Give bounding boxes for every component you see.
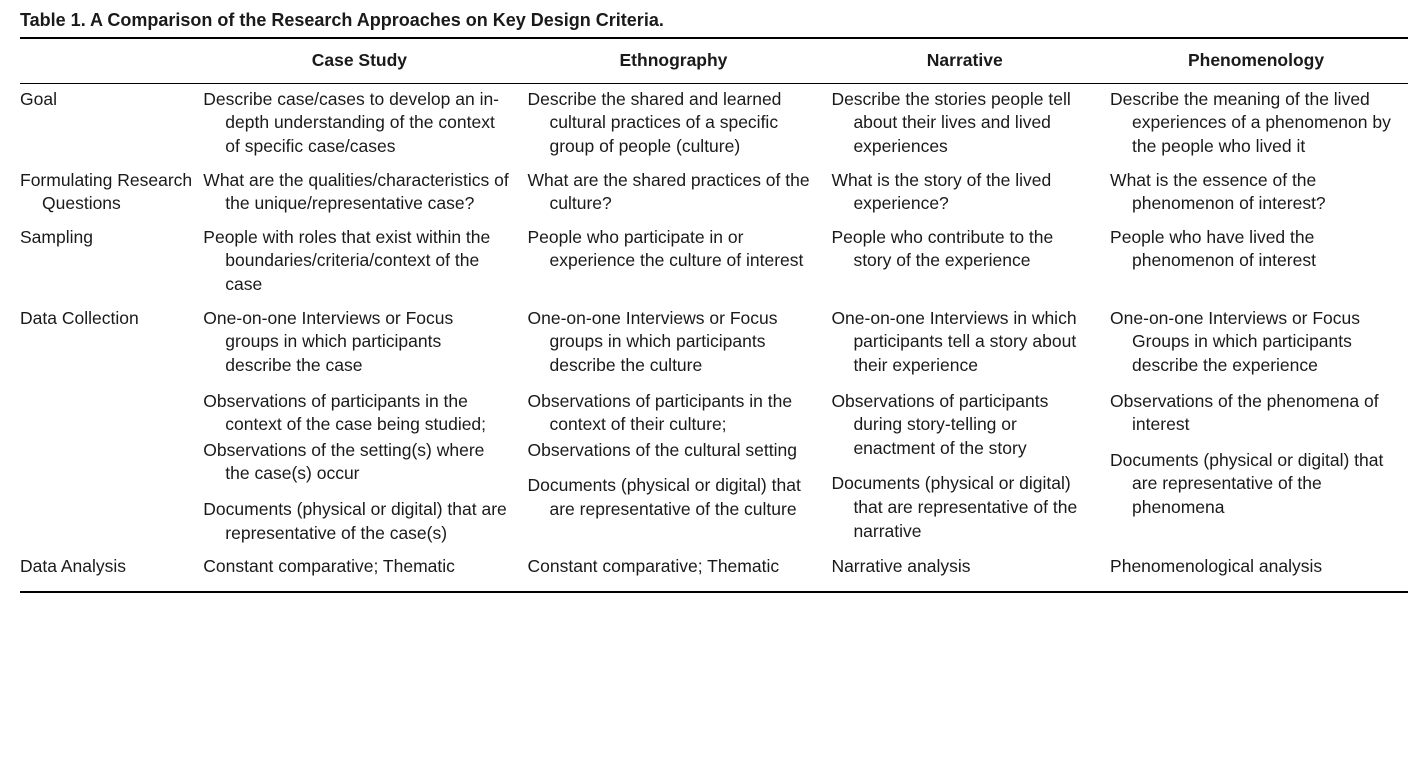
table-row: Data Collection One-on-one Interviews or … bbox=[20, 303, 1408, 552]
row-header-label: Sampling bbox=[20, 226, 193, 250]
page: Table 1. A Comparison of the Research Ap… bbox=[0, 0, 1428, 613]
table-cell: Constant comparative; Thematic bbox=[522, 551, 826, 592]
col-header-phenomenology: Phenomenology bbox=[1104, 38, 1408, 83]
cell-paragraph: Constant comparative; Thematic bbox=[203, 555, 511, 579]
header-row: Case Study Ethnography Narrative Phenome… bbox=[20, 38, 1408, 83]
row-header: Sampling bbox=[20, 222, 197, 303]
table-cell: What is the story of the lived experienc… bbox=[825, 165, 1104, 222]
table-cell: One-on-one Interviews or Focus groups in… bbox=[197, 303, 521, 552]
table-row: Goal Describe case/cases to develop an in… bbox=[20, 83, 1408, 164]
row-header-label: Data Analysis bbox=[20, 555, 193, 579]
table-cell: What are the shared practices of the cul… bbox=[522, 165, 826, 222]
table-body: Goal Describe case/cases to develop an in… bbox=[20, 83, 1408, 592]
row-header-label: Goal bbox=[20, 88, 193, 112]
table-cell: One-on-one Interviews in which participa… bbox=[825, 303, 1104, 552]
cell-paragraph: Observations of the phenomena of interes… bbox=[1110, 390, 1398, 437]
cell-paragraph: One-on-one Interviews in which participa… bbox=[831, 307, 1094, 378]
table-cell: Describe the shared and learned cultural… bbox=[522, 83, 826, 164]
cell-paragraph: People with roles that exist within the … bbox=[203, 226, 511, 297]
table-row: Sampling People with roles that exist wit… bbox=[20, 222, 1408, 303]
row-header: Data Collection bbox=[20, 303, 197, 552]
table-cell: People who participate in or experience … bbox=[522, 222, 826, 303]
table-cell: Phenomenological analysis bbox=[1104, 551, 1408, 592]
table-caption: Table 1. A Comparison of the Research Ap… bbox=[20, 10, 1408, 31]
table-cell: One-on-one Interviews or Focus groups in… bbox=[522, 303, 826, 552]
cell-paragraph: Observations of participants during stor… bbox=[831, 390, 1094, 461]
cell-paragraph: People who contribute to the story of th… bbox=[831, 226, 1094, 273]
table-cell: People who have lived the phenomenon of … bbox=[1104, 222, 1408, 303]
cell-paragraph: Describe the stories people tell about t… bbox=[831, 88, 1094, 159]
table-cell: Describe the stories people tell about t… bbox=[825, 83, 1104, 164]
cell-paragraph: Documents (physical or digital) that are… bbox=[1110, 449, 1398, 520]
row-header-label: Formulating Research Questions bbox=[20, 169, 193, 216]
cell-paragraph: What is the essence of the phenomenon of… bbox=[1110, 169, 1398, 216]
cell-paragraph: Observations of the setting(s) where the… bbox=[203, 439, 511, 486]
cell-paragraph: Observations of the cultural setting bbox=[528, 439, 816, 463]
cell-paragraph: Documents (physical or digital) that are… bbox=[831, 472, 1094, 543]
table-row: Formulating Research QuestionsWhat are t… bbox=[20, 165, 1408, 222]
cell-paragraph: One-on-one Interviews or Focus Groups in… bbox=[1110, 307, 1398, 378]
row-header: Data Analysis bbox=[20, 551, 197, 592]
cell-paragraph: What are the qualities/characteristics o… bbox=[203, 169, 511, 216]
cell-paragraph: What is the story of the lived experienc… bbox=[831, 169, 1094, 216]
cell-paragraph: Constant comparative; Thematic bbox=[528, 555, 816, 579]
cell-paragraph: People who participate in or experience … bbox=[528, 226, 816, 273]
table-cell: People who contribute to the story of th… bbox=[825, 222, 1104, 303]
table-cell: What is the essence of the phenomenon of… bbox=[1104, 165, 1408, 222]
table-cell: One-on-one Interviews or Focus Groups in… bbox=[1104, 303, 1408, 552]
table-cell: Constant comparative; Thematic bbox=[197, 551, 521, 592]
cell-paragraph: Describe the meaning of the lived experi… bbox=[1110, 88, 1398, 159]
table-cell: Describe the meaning of the lived experi… bbox=[1104, 83, 1408, 164]
table-cell: What are the qualities/characteristics o… bbox=[197, 165, 521, 222]
col-header-case-study: Case Study bbox=[197, 38, 521, 83]
row-header: Goal bbox=[20, 83, 197, 164]
col-header-ethnography: Ethnography bbox=[522, 38, 826, 83]
row-header-label: Data Collection bbox=[20, 307, 193, 331]
cell-paragraph: Observations of participants in the cont… bbox=[203, 390, 511, 437]
cell-paragraph: Describe case/cases to develop an in-dep… bbox=[203, 88, 511, 159]
table-cell: Narrative analysis bbox=[825, 551, 1104, 592]
cell-paragraph: One-on-one Interviews or Focus groups in… bbox=[528, 307, 816, 378]
cell-paragraph: People who have lived the phenomenon of … bbox=[1110, 226, 1398, 273]
cell-paragraph: Narrative analysis bbox=[831, 555, 1094, 579]
header-empty bbox=[20, 38, 197, 83]
cell-paragraph: What are the shared practices of the cul… bbox=[528, 169, 816, 216]
cell-paragraph: Phenomenological analysis bbox=[1110, 555, 1398, 579]
col-header-narrative: Narrative bbox=[825, 38, 1104, 83]
cell-paragraph: Documents (physical or digital) that are… bbox=[203, 498, 511, 545]
cell-paragraph: Observations of participants in the cont… bbox=[528, 390, 816, 437]
table-cell: People with roles that exist within the … bbox=[197, 222, 521, 303]
row-header: Formulating Research Questions bbox=[20, 165, 197, 222]
cell-paragraph: Documents (physical or digital) that are… bbox=[528, 474, 816, 521]
comparison-table: Case Study Ethnography Narrative Phenome… bbox=[20, 37, 1408, 593]
table-row: Data Analysis Constant comparative; Thema… bbox=[20, 551, 1408, 592]
table-cell: Describe case/cases to develop an in-dep… bbox=[197, 83, 521, 164]
cell-paragraph: Describe the shared and learned cultural… bbox=[528, 88, 816, 159]
cell-paragraph: One-on-one Interviews or Focus groups in… bbox=[203, 307, 511, 378]
